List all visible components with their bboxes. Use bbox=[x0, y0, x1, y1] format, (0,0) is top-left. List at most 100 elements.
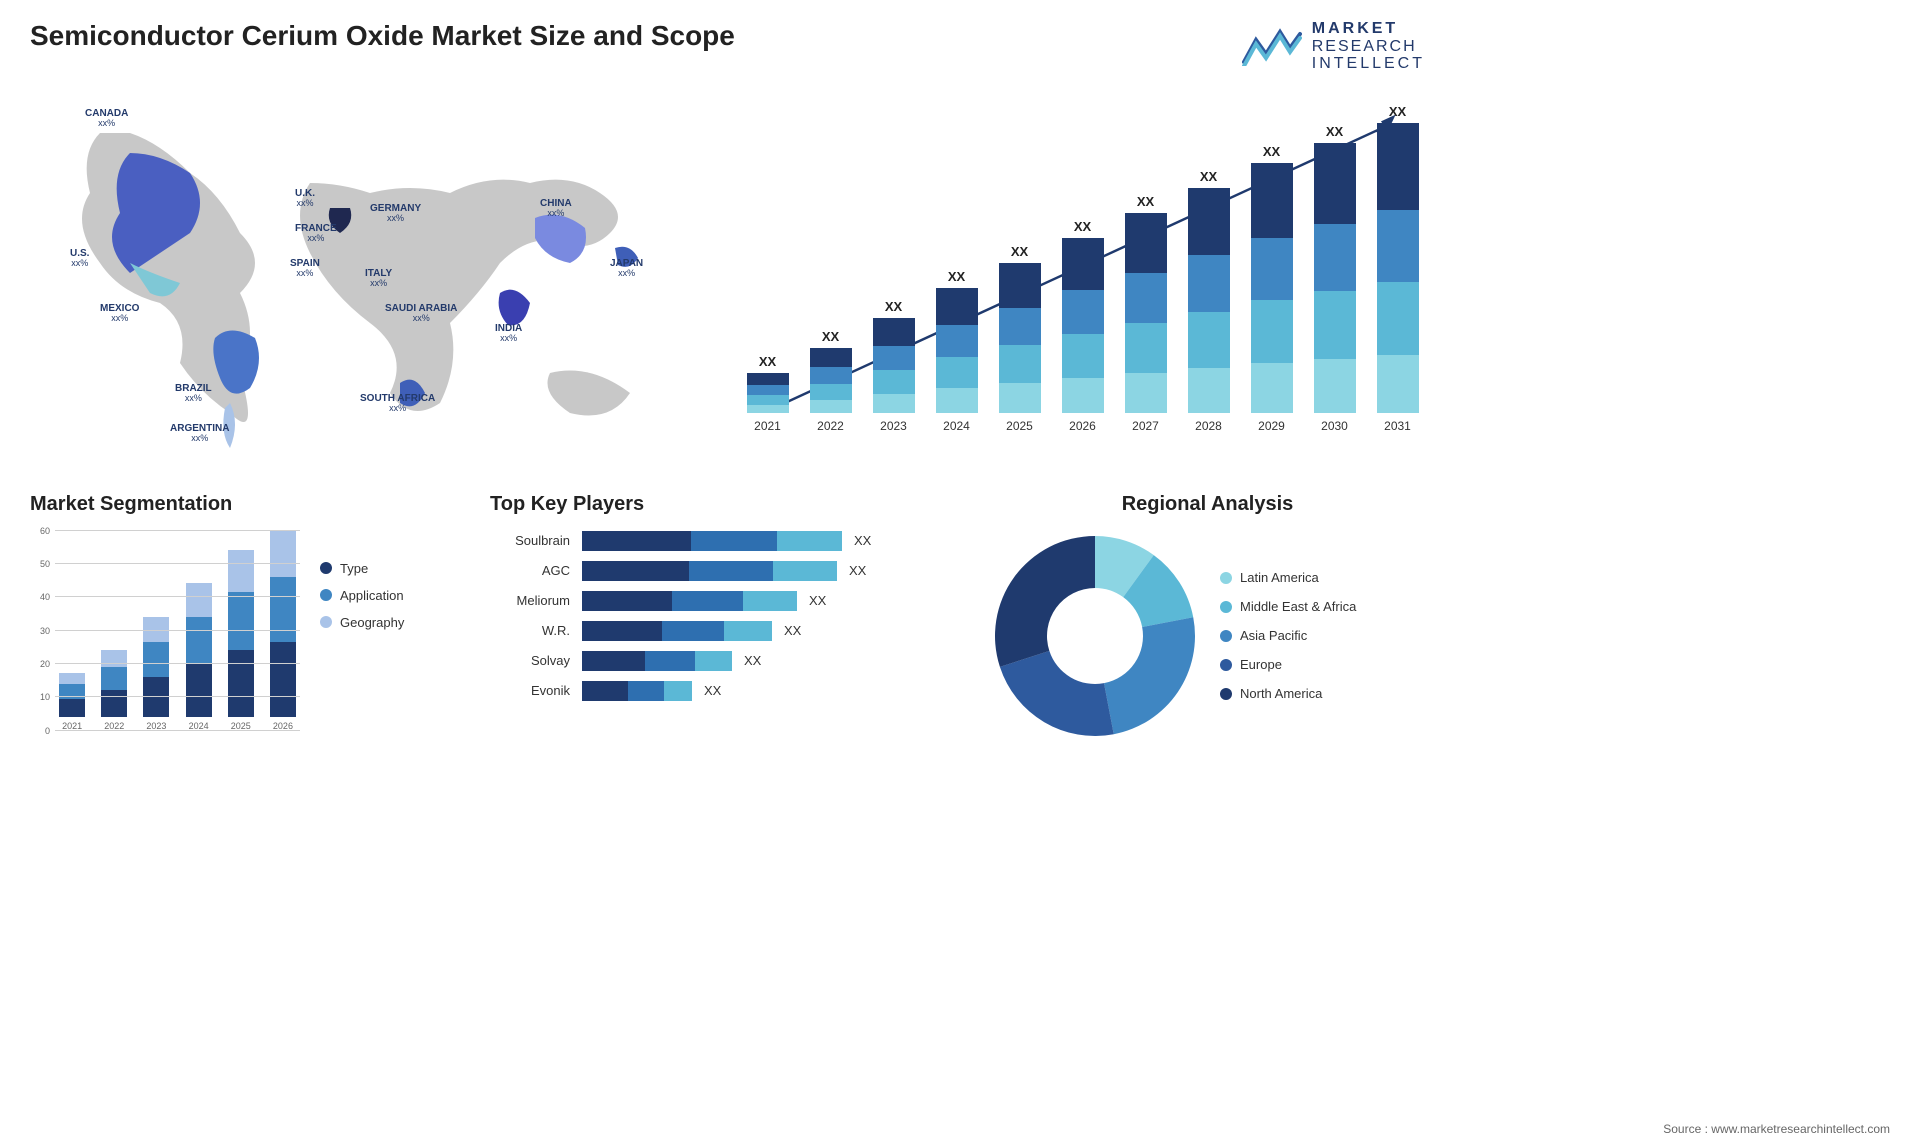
main-bar-value: XX bbox=[759, 354, 776, 369]
key-player-bar bbox=[582, 621, 772, 641]
map-country-label: CHINAxx% bbox=[540, 198, 572, 219]
main-bar-year: 2028 bbox=[1195, 419, 1222, 433]
main-bar-value: XX bbox=[1011, 244, 1028, 259]
seg-bar-col: 2021 bbox=[55, 673, 89, 730]
main-bar-value: XX bbox=[885, 299, 902, 314]
main-bar-col: XX2022 bbox=[803, 329, 858, 433]
main-bar bbox=[1062, 238, 1104, 413]
main-bar-col: XX 2023 bbox=[866, 299, 921, 433]
regional-legend: Latin America Middle East & Africa Asia Pa… bbox=[1220, 570, 1356, 701]
map-country-label: SOUTH AFRICAxx% bbox=[360, 393, 435, 414]
seg-ytick: 30 bbox=[40, 626, 50, 636]
seg-ytick: 60 bbox=[40, 526, 50, 536]
key-player-value: XX bbox=[784, 623, 801, 638]
legend-label: North America bbox=[1240, 686, 1322, 701]
seg-bar-col: 2025 bbox=[224, 550, 258, 731]
seg-bar-col: 2024 bbox=[182, 583, 216, 730]
legend-item: Asia Pacific bbox=[1220, 628, 1356, 643]
legend-swatch-icon bbox=[320, 562, 332, 574]
main-bar-value: XX bbox=[1389, 104, 1406, 119]
main-bar-value: XX bbox=[1200, 169, 1217, 184]
key-players-chart: SoulbrainXXAGCXXMeliorumXXW.R.XXSolvayXX… bbox=[490, 531, 950, 701]
main-bar-chart: XX2021XX2022XX2023XX2024XX2025XX2026XX20… bbox=[740, 93, 1425, 463]
main-bar-year: 2021 bbox=[754, 419, 781, 433]
main-bar bbox=[999, 263, 1041, 413]
top-section: CANADAxx%U.S.xx%MEXICOxx%BRAZILxx%ARGENT… bbox=[30, 93, 1425, 463]
key-player-name: Soulbrain bbox=[490, 533, 570, 548]
legend-swatch-icon bbox=[1220, 659, 1232, 671]
map-country-label: SAUDI ARABIAxx% bbox=[385, 303, 457, 324]
legend-swatch-icon bbox=[1220, 688, 1232, 700]
seg-bar-col: 2023 bbox=[139, 617, 173, 731]
map-country-label: MEXICOxx% bbox=[100, 303, 139, 324]
main-bar bbox=[1188, 188, 1230, 413]
main-bar-col: XX2024 bbox=[929, 269, 984, 433]
main-bar-value: XX bbox=[1326, 124, 1343, 139]
segmentation-title: Market Segmentation bbox=[30, 493, 450, 516]
legend-item: Latin America bbox=[1220, 570, 1356, 585]
world-map: CANADAxx%U.S.xx%MEXICOxx%BRAZILxx%ARGENT… bbox=[30, 93, 710, 463]
legend-label: Middle East & Africa bbox=[1240, 599, 1356, 614]
key-player-row: W.R. XX bbox=[490, 621, 950, 641]
seg-ytick: 50 bbox=[40, 559, 50, 569]
legend-item: Geography bbox=[320, 615, 404, 630]
main-bar-col: XX2029 bbox=[1244, 144, 1299, 433]
key-player-bar bbox=[582, 561, 837, 581]
key-player-value: XX bbox=[854, 533, 871, 548]
main-bar bbox=[747, 373, 789, 413]
seg-bar bbox=[270, 530, 296, 717]
logo-text: MARKET RESEARCH INTELLECT bbox=[1312, 20, 1425, 73]
map-country-label: BRAZILxx% bbox=[175, 383, 212, 404]
key-player-row: AGC XX bbox=[490, 561, 950, 581]
map-country-label: JAPANxx% bbox=[610, 258, 643, 279]
main-bar bbox=[936, 288, 978, 413]
key-player-row: Soulbrain XX bbox=[490, 531, 950, 551]
main-bar-col: XX 2025 bbox=[992, 244, 1047, 433]
key-player-bar bbox=[582, 531, 842, 551]
main-bar-value: XX bbox=[1074, 219, 1091, 234]
logo-line-2: RESEARCH bbox=[1312, 38, 1425, 56]
main-bar-col: XX2027 bbox=[1118, 194, 1173, 433]
legend-label: Europe bbox=[1240, 657, 1282, 672]
legend-item: Type bbox=[320, 561, 404, 576]
main-bar bbox=[1251, 163, 1293, 413]
logo-line-3: INTELLECT bbox=[1312, 55, 1425, 73]
key-player-bar bbox=[582, 591, 797, 611]
map-country-label: ITALYxx% bbox=[365, 268, 392, 289]
legend-item: Middle East & Africa bbox=[1220, 599, 1356, 614]
key-player-value: XX bbox=[744, 653, 761, 668]
key-player-value: XX bbox=[849, 563, 866, 578]
main-bar-col: XX 2021 bbox=[740, 354, 795, 433]
seg-ytick: 10 bbox=[40, 692, 50, 702]
main-bar-col: XX2031 bbox=[1370, 104, 1425, 433]
donut-icon bbox=[990, 531, 1200, 741]
map-country-label: SPAINxx% bbox=[290, 258, 320, 279]
key-player-name: W.R. bbox=[490, 623, 570, 638]
map-country-label: U.K.xx% bbox=[295, 188, 315, 209]
logo-mark-icon bbox=[1242, 26, 1302, 66]
main-bar-year: 2025 bbox=[1006, 419, 1033, 433]
main-bar-col: XX 2028 bbox=[1181, 169, 1236, 433]
main-bar-value: XX bbox=[1137, 194, 1154, 209]
main-bar bbox=[1377, 123, 1419, 413]
donut-slice bbox=[995, 536, 1095, 667]
key-player-name: Meliorum bbox=[490, 593, 570, 608]
main-bar-value: XX bbox=[948, 269, 965, 284]
key-players-title: Top Key Players bbox=[490, 493, 950, 516]
seg-bar bbox=[143, 617, 169, 717]
main-bar bbox=[873, 318, 915, 413]
key-player-value: XX bbox=[704, 683, 721, 698]
key-player-row: SolvayXX bbox=[490, 651, 950, 671]
legend-swatch-icon bbox=[320, 616, 332, 628]
main-bar-year: 2023 bbox=[880, 419, 907, 433]
segmentation-chart: 0102030405060 202120222023202420252026 T… bbox=[30, 531, 450, 761]
legend-label: Asia Pacific bbox=[1240, 628, 1307, 643]
bottom-section: Market Segmentation 0102030405060 202120… bbox=[30, 493, 1425, 761]
seg-ytick: 20 bbox=[40, 659, 50, 669]
regional-title: Regional Analysis bbox=[990, 493, 1425, 516]
key-player-name: AGC bbox=[490, 563, 570, 578]
main-bar-value: XX bbox=[1263, 144, 1280, 159]
segmentation-legend: TypeApplicationGeography bbox=[320, 531, 404, 761]
map-country-label: FRANCExx% bbox=[295, 223, 337, 244]
key-player-bar bbox=[582, 651, 732, 671]
